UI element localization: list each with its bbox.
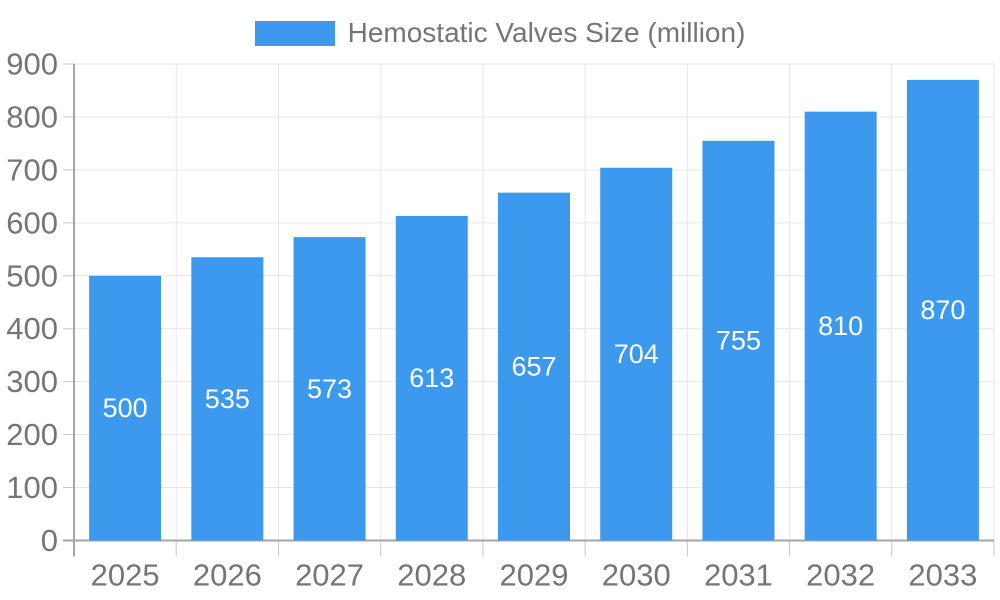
bar[interactable] bbox=[498, 192, 570, 541]
bar[interactable] bbox=[804, 111, 877, 541]
y-axis-tick-label: 400 bbox=[6, 311, 58, 346]
y-axis-tick-label: 900 bbox=[6, 47, 58, 82]
y-axis-tick-label: 500 bbox=[6, 258, 58, 293]
x-axis-tick-label: 2030 bbox=[602, 558, 671, 593]
bar-value-label: 755 bbox=[716, 326, 761, 356]
y-axis-tick-label: 600 bbox=[6, 205, 58, 240]
chart-legend: Hemostatic Valves Size (million) bbox=[0, 17, 1000, 49]
y-axis-tick-label: 200 bbox=[6, 417, 58, 452]
bar-value-label: 500 bbox=[103, 393, 148, 423]
x-axis-tick-label: 2031 bbox=[704, 558, 773, 593]
bar[interactable] bbox=[89, 275, 162, 541]
x-axis-tick-label: 2026 bbox=[193, 558, 262, 593]
bar-value-label: 870 bbox=[920, 295, 965, 325]
x-axis-tick-label: 2032 bbox=[806, 558, 875, 593]
bar[interactable] bbox=[191, 257, 264, 541]
bar-value-label: 704 bbox=[614, 339, 659, 369]
bar[interactable] bbox=[702, 140, 775, 541]
y-axis-tick-label: 0 bbox=[41, 523, 58, 558]
legend-label: Hemostatic Valves Size (million) bbox=[347, 17, 746, 48]
bar-value-label: 613 bbox=[409, 363, 454, 393]
bar-value-label: 810 bbox=[818, 311, 863, 341]
x-axis-tick-label: 2029 bbox=[500, 558, 569, 593]
bar[interactable] bbox=[395, 215, 468, 541]
bar-value-label: 535 bbox=[205, 384, 250, 414]
y-axis-tick-label: 700 bbox=[6, 152, 58, 187]
bar[interactable] bbox=[600, 167, 673, 541]
bar-value-label: 657 bbox=[511, 352, 556, 382]
bar[interactable] bbox=[293, 237, 366, 541]
y-axis-tick-label: 800 bbox=[6, 99, 58, 134]
y-axis-tick-label: 300 bbox=[6, 364, 58, 399]
y-axis-tick-label: 100 bbox=[6, 470, 58, 505]
bar[interactable] bbox=[906, 79, 979, 541]
x-axis-tick-label: 2025 bbox=[91, 558, 160, 593]
legend-swatch bbox=[254, 20, 335, 46]
x-axis-tick-label: 2028 bbox=[397, 558, 466, 593]
x-axis-tick-label: 2033 bbox=[908, 558, 977, 593]
bar-value-label: 573 bbox=[307, 374, 352, 404]
x-axis-tick-label: 2027 bbox=[295, 558, 364, 593]
